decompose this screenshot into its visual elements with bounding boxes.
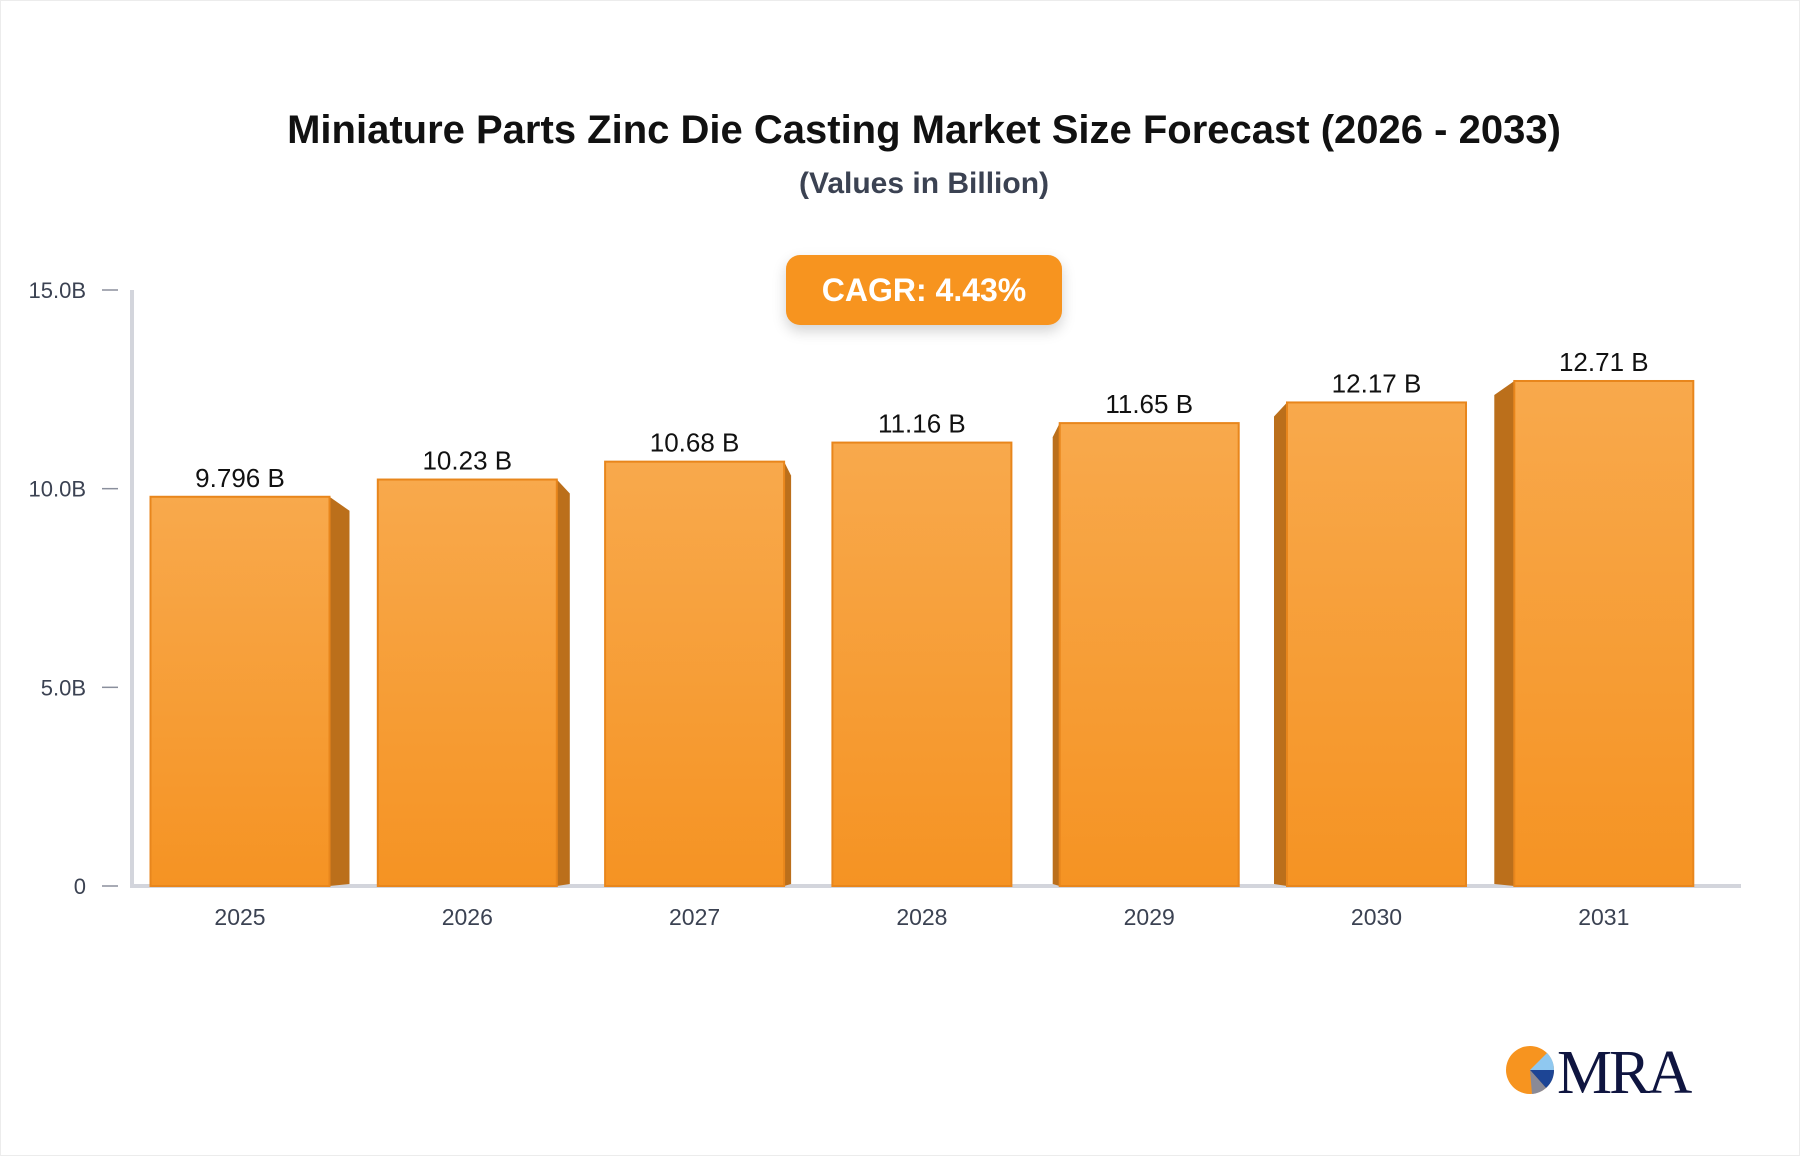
bar [149,495,331,887]
data-label: 11.65 B [1105,389,1193,419]
data-label: 12.71 B [1559,347,1649,377]
data-label: 11.16 B [878,409,966,439]
bar-side [784,461,792,886]
data-label: 10.23 B [422,446,512,476]
y-tick-label: 10.0B [29,477,87,502]
x-tick-label: 2029 [1124,904,1175,930]
bar [1286,401,1467,887]
bar-side [1274,402,1287,886]
bar-side [1052,423,1060,886]
x-tick-label: 2031 [1578,904,1629,930]
data-label: 12.17 B [1332,368,1422,398]
bar-side [1494,380,1515,886]
bar [376,478,558,887]
chart-subtitle: (Values in Billion) [798,167,1050,200]
bar-side [329,496,350,886]
y-tick-label: 5.0B [41,675,86,700]
pie-logo-icon [1506,1046,1555,1094]
x-tick-label: 2028 [896,904,947,930]
y-tick-label: 15.0B [29,278,87,303]
bar [604,460,786,887]
logo-text: MRA [1557,1039,1692,1107]
data-label: 9.796 B [195,463,285,493]
x-tick-label: 2027 [669,904,720,930]
bar [831,441,1013,887]
x-tick-label: 2030 [1351,904,1402,930]
mra-logo: MRA [1505,1039,1705,1107]
bar [1058,422,1240,887]
cagr-badge: CAGR: 4.43% [786,255,1062,325]
y-tick-label: 0 [74,874,86,899]
x-tick-label: 2025 [214,904,265,930]
bar-side [556,479,570,886]
x-tick-label: 2026 [442,904,493,930]
chart-title: Miniature Parts Zinc Die Casting Market … [287,108,1561,152]
bar [1513,379,1695,887]
data-label: 10.68 B [650,428,740,458]
